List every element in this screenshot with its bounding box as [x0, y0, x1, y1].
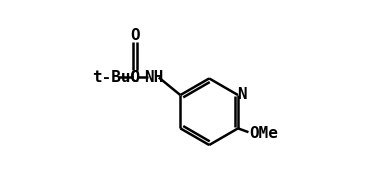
Text: C: C: [130, 70, 140, 85]
Text: t-BuO: t-BuO: [92, 70, 140, 85]
Text: OMe: OMe: [250, 126, 278, 141]
Text: NH: NH: [144, 70, 164, 85]
Text: O: O: [130, 28, 140, 43]
Text: N: N: [237, 87, 247, 102]
